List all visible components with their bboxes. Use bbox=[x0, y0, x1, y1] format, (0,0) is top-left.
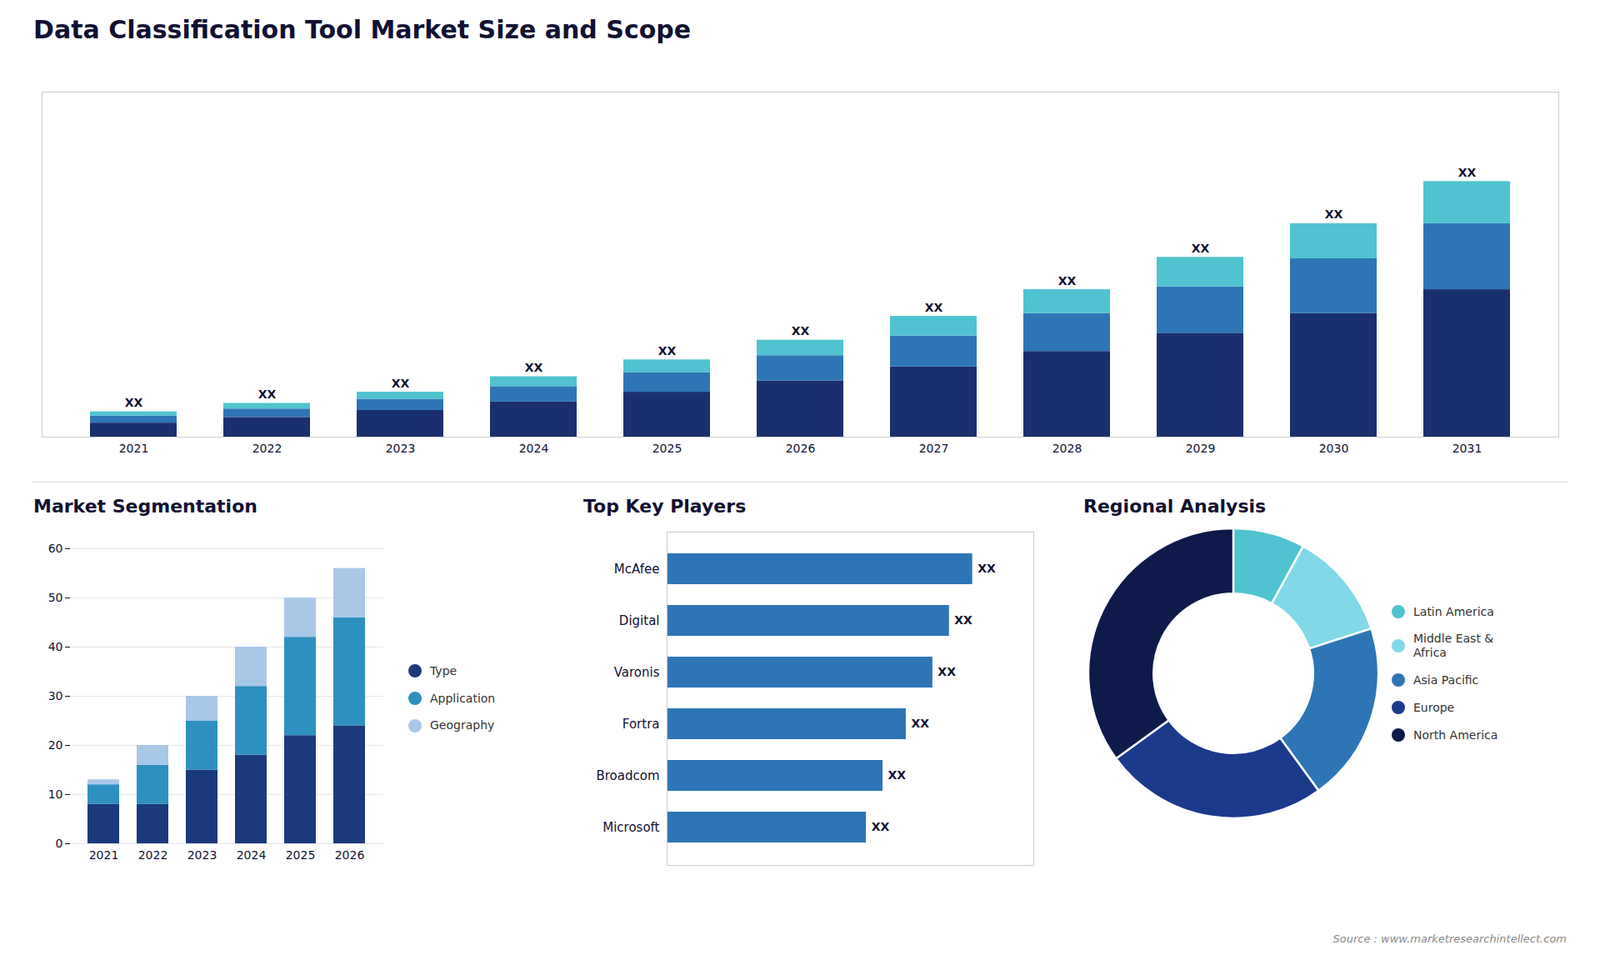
svg-text:2027: 2027 bbox=[919, 441, 950, 455]
svg-text:XX: XX bbox=[871, 820, 890, 834]
svg-text:Fortra: Fortra bbox=[622, 716, 660, 732]
svg-text:XX: XX bbox=[791, 324, 810, 338]
html-text:Asia Pacific: Asia Pacific bbox=[1413, 673, 1479, 687]
svg-text:2022: 2022 bbox=[252, 441, 283, 455]
svg-text:XX: XX bbox=[937, 665, 956, 679]
html-text:Application: Application bbox=[430, 691, 496, 705]
html-text:Market Segmentation: Market Segmentation bbox=[33, 495, 258, 517]
svg-text:Microsoft: Microsoft bbox=[602, 820, 660, 835]
svg-text:McAfee: McAfee bbox=[614, 561, 660, 577]
svg-text:2025: 2025 bbox=[285, 848, 316, 862]
svg-text:2021: 2021 bbox=[119, 441, 150, 455]
svg-text:Broadcom: Broadcom bbox=[595, 768, 660, 784]
svg-text:40: 40 bbox=[48, 640, 64, 654]
html-text:Top Key Players: Top Key Players bbox=[583, 495, 746, 517]
svg-text:XX: XX bbox=[658, 344, 677, 358]
html-text:North America: North America bbox=[1413, 728, 1498, 742]
html-text:Type: Type bbox=[430, 664, 457, 678]
svg-text:20: 20 bbox=[48, 738, 64, 752]
html-text:Latin America: Latin America bbox=[1413, 604, 1494, 618]
svg-text:2026: 2026 bbox=[335, 848, 365, 862]
svg-text:2028: 2028 bbox=[1052, 441, 1083, 455]
html-text:Middle East & Africa: Middle East & Africa bbox=[1413, 632, 1494, 660]
svg-text:Digital: Digital bbox=[619, 613, 660, 629]
svg-text:2023: 2023 bbox=[187, 848, 218, 862]
svg-text:2023: 2023 bbox=[385, 441, 416, 455]
svg-text:50: 50 bbox=[48, 590, 64, 605]
html-text:Geography: Geography bbox=[430, 718, 495, 732]
svg-text:XX: XX bbox=[525, 360, 544, 375]
svg-text:XX: XX bbox=[925, 300, 944, 315]
svg-text:XX: XX bbox=[125, 395, 144, 410]
svg-text:XX: XX bbox=[1458, 165, 1477, 180]
svg-text:XX: XX bbox=[977, 561, 996, 575]
html-text:Regional Analysis: Regional Analysis bbox=[1083, 495, 1266, 517]
svg-text:2022: 2022 bbox=[138, 848, 169, 862]
svg-text:XX: XX bbox=[391, 376, 410, 390]
svg-text:2025: 2025 bbox=[652, 441, 683, 455]
svg-text:XX: XX bbox=[1058, 274, 1077, 288]
svg-text:10: 10 bbox=[48, 787, 64, 801]
svg-text:XX: XX bbox=[1325, 207, 1344, 221]
svg-text:0: 0 bbox=[55, 836, 64, 850]
html-text:Source : www.marketresearchint: Source : www.marketresearchintellect.com bbox=[1332, 932, 1567, 945]
svg-text:XX: XX bbox=[954, 613, 973, 627]
svg-text:2030: 2030 bbox=[1319, 441, 1350, 455]
svg-text:60: 60 bbox=[48, 541, 64, 555]
svg-text:30: 30 bbox=[48, 689, 64, 703]
svg-text:2031: 2031 bbox=[1452, 441, 1483, 455]
svg-text:XX: XX bbox=[888, 768, 907, 782]
svg-text:Varonis: Varonis bbox=[614, 665, 660, 680]
svg-text:2024: 2024 bbox=[519, 441, 550, 455]
svg-text:XX: XX bbox=[258, 387, 277, 401]
svg-text:2029: 2029 bbox=[1185, 441, 1216, 455]
svg-text:XX: XX bbox=[1191, 241, 1210, 255]
html-text:Europe: Europe bbox=[1413, 700, 1455, 714]
svg-text:2024: 2024 bbox=[236, 848, 267, 862]
svg-text:2021: 2021 bbox=[89, 848, 120, 862]
svg-text:XX: XX bbox=[910, 716, 930, 730]
html-text:Data Classification Tool Marke: Data Classification Tool Market Size and… bbox=[33, 15, 691, 45]
svg-text:2026: 2026 bbox=[785, 441, 816, 455]
